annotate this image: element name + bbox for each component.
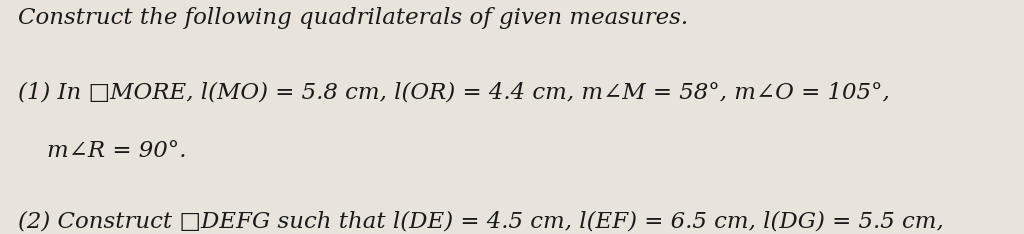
Text: (2) Construct □DEFG such that l(DE) = 4.5 cm, l(EF) = 6.5 cm, l(DG) = 5.5 cm,: (2) Construct □DEFG such that l(DE) = 4.… bbox=[18, 211, 944, 233]
Text: m∠R = 90°.: m∠R = 90°. bbox=[18, 140, 187, 162]
Text: Construct the following quadrilaterals of given measures.: Construct the following quadrilaterals o… bbox=[18, 7, 688, 29]
Text: (1) In □MORE, l(MO) = 5.8 cm, l(OR) = 4.4 cm, m∠M = 58°, m∠O = 105°,: (1) In □MORE, l(MO) = 5.8 cm, l(OR) = 4.… bbox=[18, 82, 890, 104]
